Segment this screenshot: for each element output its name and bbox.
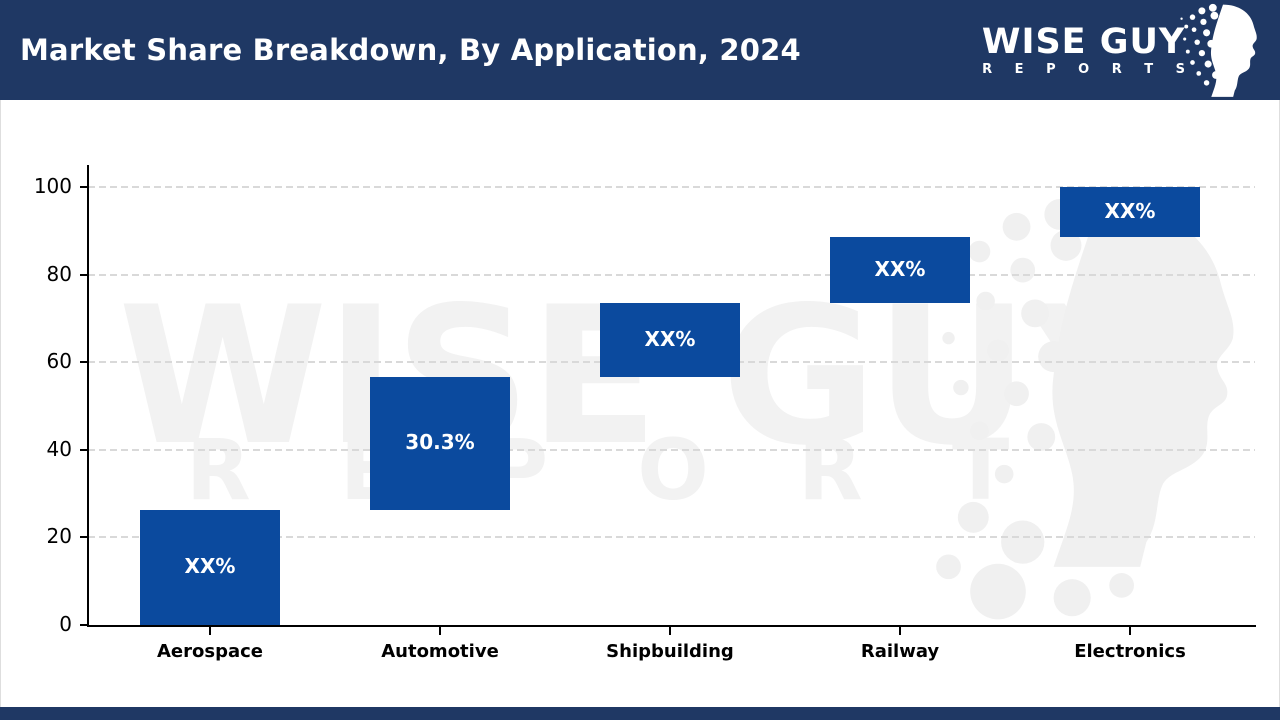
x-tick-electronics: [1129, 627, 1131, 635]
bar-automotive: [370, 377, 510, 510]
y-tick-80: [80, 273, 88, 276]
x-tick-automotive: [439, 627, 441, 635]
bar-label-aerospace: XX%: [184, 554, 236, 579]
gridline-20: [88, 536, 1255, 539]
x-tick-label-shipbuilding: Shipbuilding: [606, 641, 734, 662]
y-tick-label-40: 40: [46, 436, 72, 461]
bar-label-electronics: XX%: [1104, 198, 1156, 223]
bar-label-shipbuilding: XX%: [644, 327, 696, 352]
x-tick-label-aerospace: Aerospace: [156, 641, 263, 662]
y-tick-20: [80, 536, 88, 539]
x-tick-aerospace: [209, 627, 211, 635]
y-tick-label-100: 100: [33, 174, 72, 198]
page-title: Market Share Breakdown, By Application, …: [20, 33, 801, 67]
y-tick-label-60: 60: [46, 349, 72, 374]
bar-label-railway: XX%: [874, 257, 926, 281]
logo-reports-text: R E P O R T S: [982, 61, 1194, 77]
footer-bar: [0, 707, 1280, 720]
y-tick-label-20: 20: [46, 524, 72, 549]
watermark-head-icon: [936, 199, 1234, 620]
x-tick-shipbuilding: [669, 627, 671, 635]
bar-shipbuilding: [600, 303, 740, 378]
y-tick-60: [80, 361, 88, 364]
y-axis-line: [87, 165, 89, 627]
y-tick-40: [80, 448, 88, 451]
x-tick-label-railway: Railway: [860, 641, 940, 662]
gridline-80: [88, 273, 1255, 276]
bar-electronics: [1060, 187, 1200, 237]
logo-wordmark: WISE GUY R E P O R T S: [973, 21, 1194, 77]
x-tick-label-automotive: Automotive: [381, 641, 499, 662]
x-tick-label-electronics: Electronics: [1074, 641, 1186, 662]
bar-label-automotive: 30.3%: [405, 430, 475, 455]
header-bar: Market Share Breakdown, By Application, …: [0, 0, 1280, 100]
x-tick-railway: [899, 627, 901, 635]
bar-aerospace: [140, 509, 280, 625]
y-tick-label-0: 0: [59, 612, 72, 636]
y-tick-100: [80, 186, 88, 188]
y-tick-0: [80, 624, 88, 626]
gridline-40: [88, 448, 1255, 451]
wiseguy-head-icon: [1180, 3, 1257, 97]
x-axis-line: [87, 625, 1256, 627]
bar-railway: [830, 236, 970, 304]
y-tick-label-80: 80: [46, 261, 72, 286]
chart-area: 0 20 40 60 80 100 XX% Aerospace 30.3% Automotive X…: [0, 100, 1280, 707]
wiseguy-logo: WISE GUY R E P O R T S: [973, 3, 1280, 97]
logo-wiseguy-text: WISE GUY: [981, 21, 1186, 62]
gridline-100: [88, 186, 1255, 188]
